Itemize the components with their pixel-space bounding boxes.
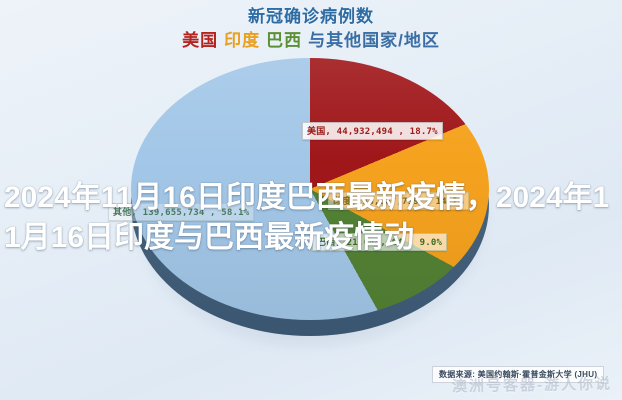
subtitle-part-india: 印度 — [224, 31, 261, 50]
pie-label-us: 美国, 44,932,494 , 18.7% — [302, 122, 443, 140]
chart-subtitle: 美国 印度 巴西 与其他国家/地区 — [0, 26, 622, 51]
watermark-text: 澳洲号客器-游人你说 — [451, 375, 613, 396]
subtitle-part-us: 美国 — [182, 31, 219, 50]
chart-title: 新冠确诊病例数 — [248, 7, 374, 26]
pie-label-india: 印度, 34,067,719 , 14.2% — [328, 192, 469, 210]
subtitle-part-others: 与其他国家/地区 — [308, 31, 440, 50]
overlay-headline: 2024年11月16日印度巴西最新疫情，2024年11月16日印度与巴西最新疫情… — [4, 181, 610, 254]
pie-label-others: 其他, 139,655,734 , 58.1% — [108, 203, 255, 221]
subtitle-part-brazil: 巴西 — [266, 31, 303, 50]
data-source-note: 数据来源: 美国约翰斯·霍普金斯大学 (JHU) — [432, 366, 605, 383]
pie-label-brazil: 巴西, 21,644,464 , 9.0% — [312, 233, 448, 251]
